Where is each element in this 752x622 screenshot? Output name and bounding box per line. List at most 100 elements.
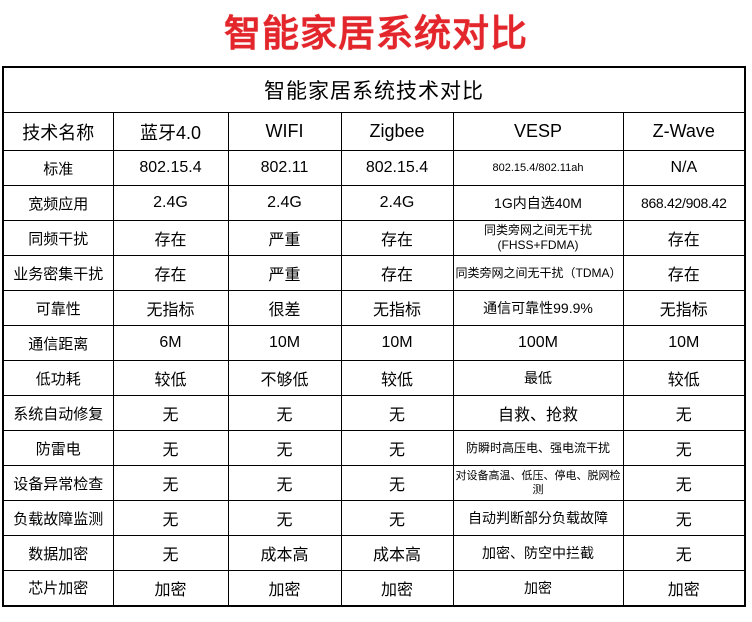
cell-zwave: 较低 (622, 360, 746, 396)
cell-zigbee: 无 (340, 395, 454, 431)
row-label: 负载故障监测 (2, 500, 114, 536)
cell-bluetooth: 较低 (112, 360, 229, 396)
cell-zwave: 无 (622, 465, 746, 501)
cell-zwave: 无 (622, 500, 746, 536)
row-label: 芯片加密 (2, 570, 114, 606)
cell-zigbee: 无 (340, 500, 454, 536)
row-label: 设备异常检查 (2, 465, 114, 501)
table-row: 标准 802.15.4 802.11 802.15.4 802.15.4/802.11a… (2, 150, 746, 186)
table-row: 低功耗 较低 不够低 较低 最低 较低 (2, 360, 746, 396)
cell-bluetooth: 无 (112, 500, 229, 536)
cell-zigbee: 存在 (340, 255, 454, 291)
cell-vesp: 1G内自选40M (452, 185, 624, 221)
cell-vesp: 自救、抢救 (452, 395, 624, 431)
cell-wifi: 不够低 (227, 360, 342, 396)
cell-zigbee: 无指标 (340, 290, 454, 326)
cell-zigbee: 加密 (340, 570, 454, 606)
table-column-header-row: 技术名称 蓝牙4.0 WIFI Zigbee VESP Z-Wave (2, 112, 746, 151)
cell-wifi: 严重 (227, 220, 342, 256)
table-caption-row: 智能家居系统技术对比 (2, 66, 746, 113)
cell-zwave: 无 (622, 430, 746, 466)
row-label: 可靠性 (2, 290, 114, 326)
column-header-vesp: VESP (452, 112, 624, 151)
cell-vesp: 同类旁网之间无干扰 (FHSS+FDMA) (452, 220, 624, 256)
row-label: 通信距离 (2, 325, 114, 361)
table-caption: 智能家居系统技术对比 (2, 66, 746, 113)
cell-bluetooth: 加密 (112, 570, 229, 606)
column-header-wifi: WIFI (227, 112, 342, 151)
cell-zigbee: 无 (340, 430, 454, 466)
cell-bluetooth: 无 (112, 465, 229, 501)
table-row: 防雷电无无无防瞬时高压电、强电流干扰无 (2, 430, 746, 466)
table-row: 设备异常检查无无无对设备高温、低压、停电、脱网检测无 (2, 465, 746, 501)
cell-vesp: 加密、防空中拦截 (452, 535, 624, 571)
cell-zigbee: 10M (340, 325, 454, 361)
cell-vesp: 同类旁网之间无干扰（TDMA） (452, 255, 624, 291)
column-header-bluetooth: 蓝牙4.0 (112, 112, 229, 151)
cell-zwave: 868.42/908.42 (622, 185, 746, 221)
table-row: 系统自动修复无无无自救、抢救无 (2, 395, 746, 431)
cell-wifi: 2.4G (227, 185, 342, 221)
cell-bluetooth: 2.4G (112, 185, 229, 221)
cell-wifi: 很差 (227, 290, 342, 326)
cell-bluetooth: 无指标 (112, 290, 229, 326)
cell-zwave: 加密 (622, 570, 746, 606)
cell-wifi: 成本高 (227, 535, 342, 571)
row-label: 低功耗 (2, 360, 114, 396)
table-row: 可靠性 无指标 很差 无指标 通信可靠性99.9% 无指标 (2, 290, 746, 326)
cell-bluetooth: 无 (112, 395, 229, 431)
cell-bluetooth: 802.15.4 (112, 150, 229, 186)
cell-bluetooth: 6M (112, 325, 229, 361)
cell-zigbee: 2.4G (340, 185, 454, 221)
cell-wifi: 无 (227, 395, 342, 431)
cell-vesp: 通信可靠性99.9% (452, 290, 624, 326)
row-label: 宽频应用 (2, 185, 114, 221)
technology-comparison-table: 智能家居系统技术对比 技术名称 蓝牙4.0 WIFI Zigbee VESP Z… (2, 66, 747, 607)
table-row: 业务密集干扰 存在 严重 存在 同类旁网之间无干扰（TDMA） 存在 (2, 255, 746, 291)
row-label: 业务密集干扰 (2, 255, 114, 291)
row-label: 数据加密 (2, 535, 114, 571)
cell-vesp: 100M (452, 325, 624, 361)
table-row: 芯片加密 加密 加密 加密 加密 加密 (2, 570, 746, 606)
table-row: 宽频应用 2.4G 2.4G 2.4G 1G内自选40M 868.42/908.42 (2, 185, 746, 221)
cell-vesp: 防瞬时高压电、强电流干扰 (452, 430, 624, 466)
page-title: 智能家居系统对比 (224, 13, 528, 54)
cell-wifi: 802.11 (227, 150, 342, 186)
cell-vesp: 自动判断部分负载故障 (452, 500, 624, 536)
cell-zwave: 10M (622, 325, 746, 361)
cell-vesp: 加密 (452, 570, 624, 606)
cell-wifi: 严重 (227, 255, 342, 291)
cell-zigbee: 802.15.4 (340, 150, 454, 186)
cell-zwave: N/A (622, 150, 746, 186)
table-header: 智能家居系统技术对比 技术名称 蓝牙4.0 WIFI Zigbee VESP Z… (2, 66, 746, 151)
table-row: 数据加密无成本高 成本高 加密、防空中拦截无 (2, 535, 746, 571)
cell-wifi: 无 (227, 500, 342, 536)
cell-wifi: 10M (227, 325, 342, 361)
cell-zwave: 无 (622, 535, 746, 571)
row-label: 标准 (2, 150, 114, 186)
column-header-zwave: Z-Wave (622, 112, 746, 151)
cell-zigbee: 成本高 (340, 535, 454, 571)
cell-bluetooth: 无 (112, 535, 229, 571)
row-label: 系统自动修复 (2, 395, 114, 431)
cell-zwave: 无 (622, 395, 746, 431)
cell-zwave: 无指标 (622, 290, 746, 326)
table-row: 通信距离 6M 10M 10M 100M 10M (2, 325, 746, 361)
cell-bluetooth: 存在 (112, 255, 229, 291)
cell-vesp: 802.15.4/802.11ah (452, 150, 624, 186)
column-header-zigbee: Zigbee (340, 112, 454, 151)
cell-vesp: 最低 (452, 360, 624, 396)
cell-zwave: 存在 (622, 220, 746, 256)
cell-bluetooth: 存在 (112, 220, 229, 256)
cell-zigbee: 存在 (340, 220, 454, 256)
row-label: 同频干扰 (2, 220, 114, 256)
cell-bluetooth: 无 (112, 430, 229, 466)
cell-wifi: 加密 (227, 570, 342, 606)
column-header-technology-name: 技术名称 (2, 112, 114, 151)
cell-zigbee: 无 (340, 465, 454, 501)
cell-zigbee: 较低 (340, 360, 454, 396)
table-row: 负载故障监测无无无自动判断部分负载故障无 (2, 500, 746, 536)
cell-wifi: 无 (227, 430, 342, 466)
cell-vesp: 对设备高温、低压、停电、脱网检测 (452, 465, 624, 501)
cell-wifi: 无 (227, 465, 342, 501)
